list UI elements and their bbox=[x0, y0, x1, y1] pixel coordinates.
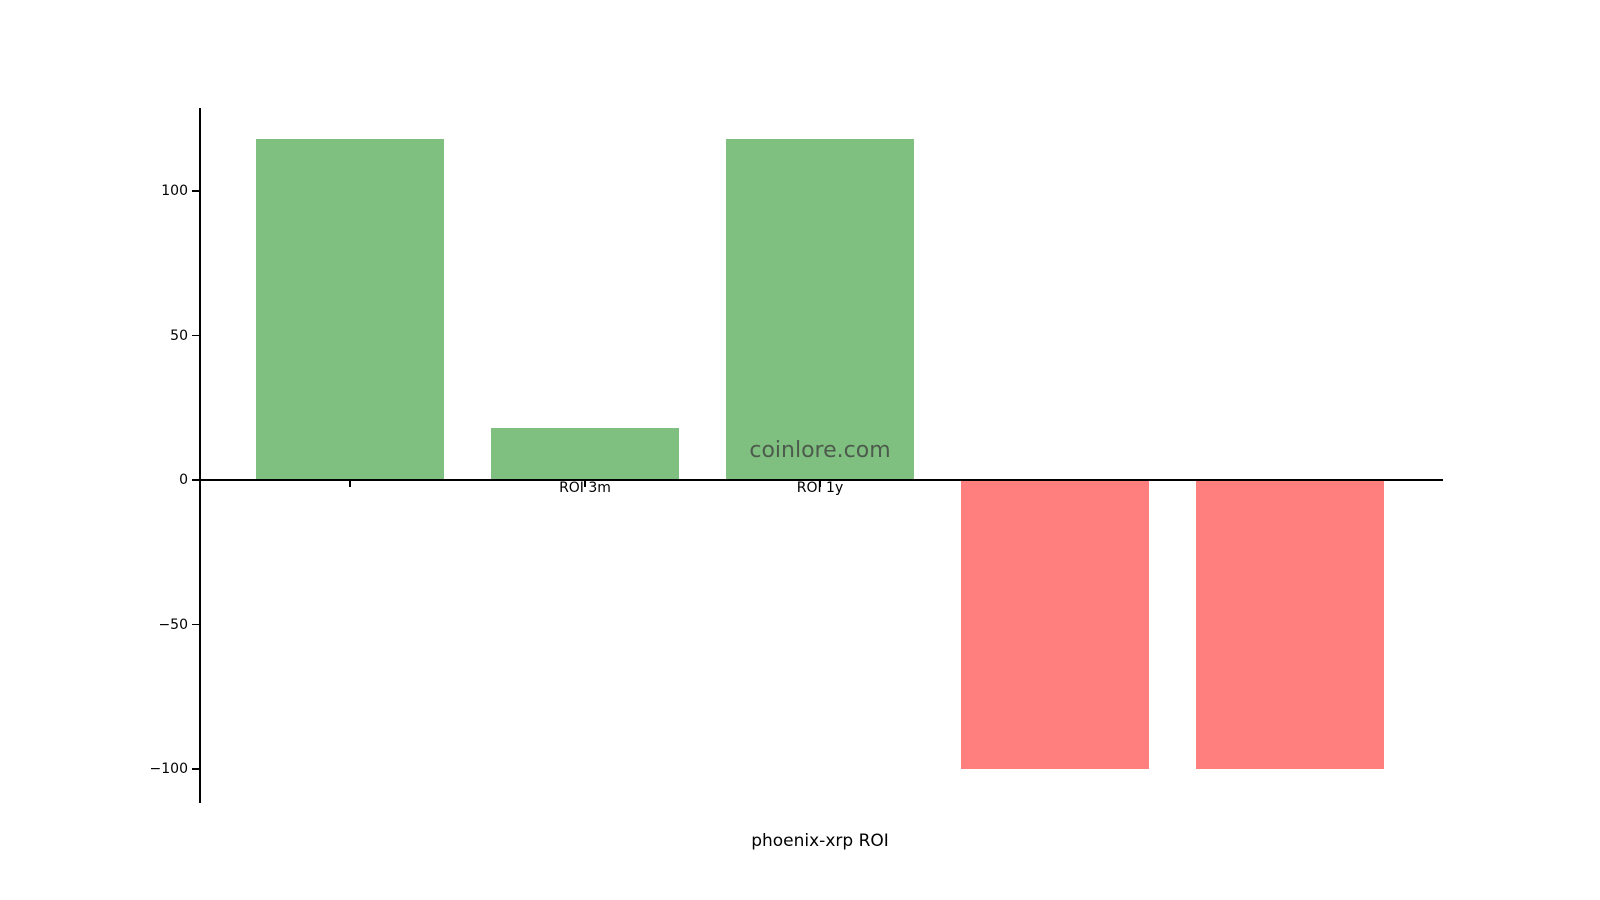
bar bbox=[491, 427, 679, 480]
x-tick bbox=[349, 480, 351, 487]
y-tick-label: −50 bbox=[158, 616, 188, 633]
y-tick-label: −100 bbox=[149, 761, 188, 777]
y-axis-spine bbox=[199, 108, 201, 803]
bar bbox=[1196, 480, 1384, 769]
x-tick-label: ROI 1y bbox=[796, 480, 844, 496]
x-tick bbox=[819, 480, 821, 487]
x-tick-label: ROI 3m bbox=[559, 480, 611, 496]
y-tick bbox=[192, 623, 199, 626]
bar bbox=[961, 480, 1149, 769]
y-tick-label: 100 bbox=[161, 183, 188, 199]
y-tick bbox=[192, 479, 199, 481]
y-tick bbox=[192, 190, 199, 192]
y-tick-label: 0 bbox=[179, 472, 188, 488]
x-axis-line bbox=[199, 479, 1443, 481]
y-tick bbox=[192, 768, 199, 770]
x-tick bbox=[584, 480, 586, 487]
y-tick-label: 50 bbox=[170, 327, 188, 344]
bar bbox=[726, 138, 914, 480]
watermark: coinlore.com bbox=[749, 438, 891, 463]
y-tick bbox=[192, 334, 199, 337]
x-axis-title: phoenix-xrp ROI bbox=[751, 831, 889, 851]
bar bbox=[256, 138, 444, 480]
